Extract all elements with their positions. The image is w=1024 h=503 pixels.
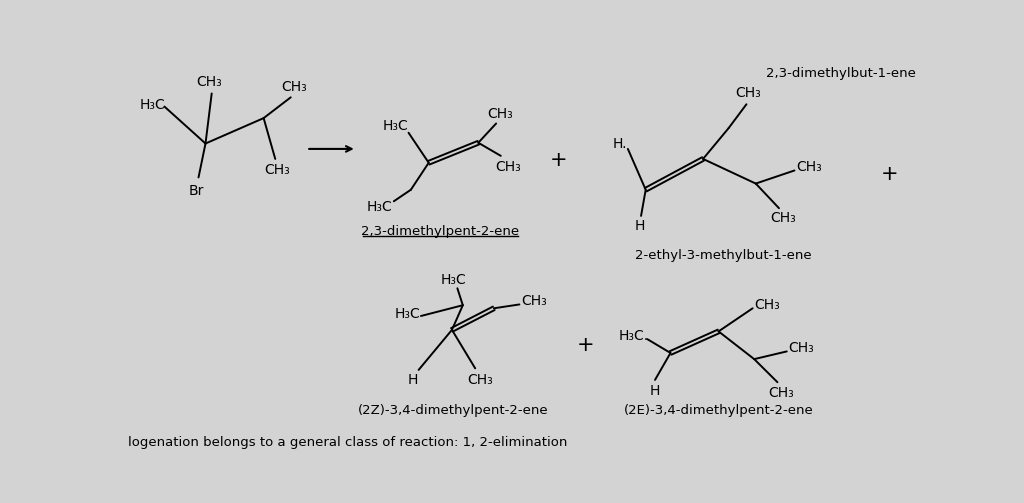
Text: H₃C: H₃C xyxy=(383,119,409,133)
Text: logenation belongs to a general class of reaction: 1, 2-elimination: logenation belongs to a general class of… xyxy=(128,436,567,449)
Text: CH₃: CH₃ xyxy=(796,159,822,174)
Text: +: + xyxy=(577,336,594,355)
Text: (2Z)-3,4-dimethylpent-2-ene: (2Z)-3,4-dimethylpent-2-ene xyxy=(358,404,549,417)
Text: +: + xyxy=(881,164,899,184)
Text: CH₃: CH₃ xyxy=(521,294,547,308)
Text: H: H xyxy=(408,373,419,387)
Text: CH₃: CH₃ xyxy=(282,80,307,94)
Text: H.: H. xyxy=(613,136,628,150)
Text: CH₃: CH₃ xyxy=(770,211,796,225)
Text: CH₃: CH₃ xyxy=(495,159,520,174)
Text: CH₃: CH₃ xyxy=(487,107,513,121)
Text: (2E)-3,4-dimethylpent-2-ene: (2E)-3,4-dimethylpent-2-ene xyxy=(624,404,813,417)
Text: H: H xyxy=(634,219,645,233)
Text: H: H xyxy=(650,384,660,398)
Text: CH₃: CH₃ xyxy=(468,373,494,387)
Text: Br: Br xyxy=(188,184,204,198)
Text: CH₃: CH₃ xyxy=(197,75,222,89)
Text: H₃C: H₃C xyxy=(139,98,165,112)
Text: 2-ethyl-3-methylbut-1-ene: 2-ethyl-3-methylbut-1-ene xyxy=(635,248,811,262)
Text: H₃C.: H₃C. xyxy=(620,329,649,343)
Text: H₃C: H₃C xyxy=(440,273,466,287)
Text: CH₃: CH₃ xyxy=(788,342,814,355)
Text: CH₃: CH₃ xyxy=(755,298,780,312)
Text: H₃C: H₃C xyxy=(367,200,393,214)
Text: H₃C: H₃C xyxy=(394,307,420,321)
Text: 2,3-dimethylpent-2-ene: 2,3-dimethylpent-2-ene xyxy=(361,225,519,238)
Text: CH₃: CH₃ xyxy=(264,162,291,177)
Text: CH₃: CH₃ xyxy=(735,86,761,100)
Text: 2,3-dimethylbut-1-ene: 2,3-dimethylbut-1-ene xyxy=(766,66,915,79)
Text: CH₃: CH₃ xyxy=(768,386,795,400)
Text: +: + xyxy=(549,150,567,171)
